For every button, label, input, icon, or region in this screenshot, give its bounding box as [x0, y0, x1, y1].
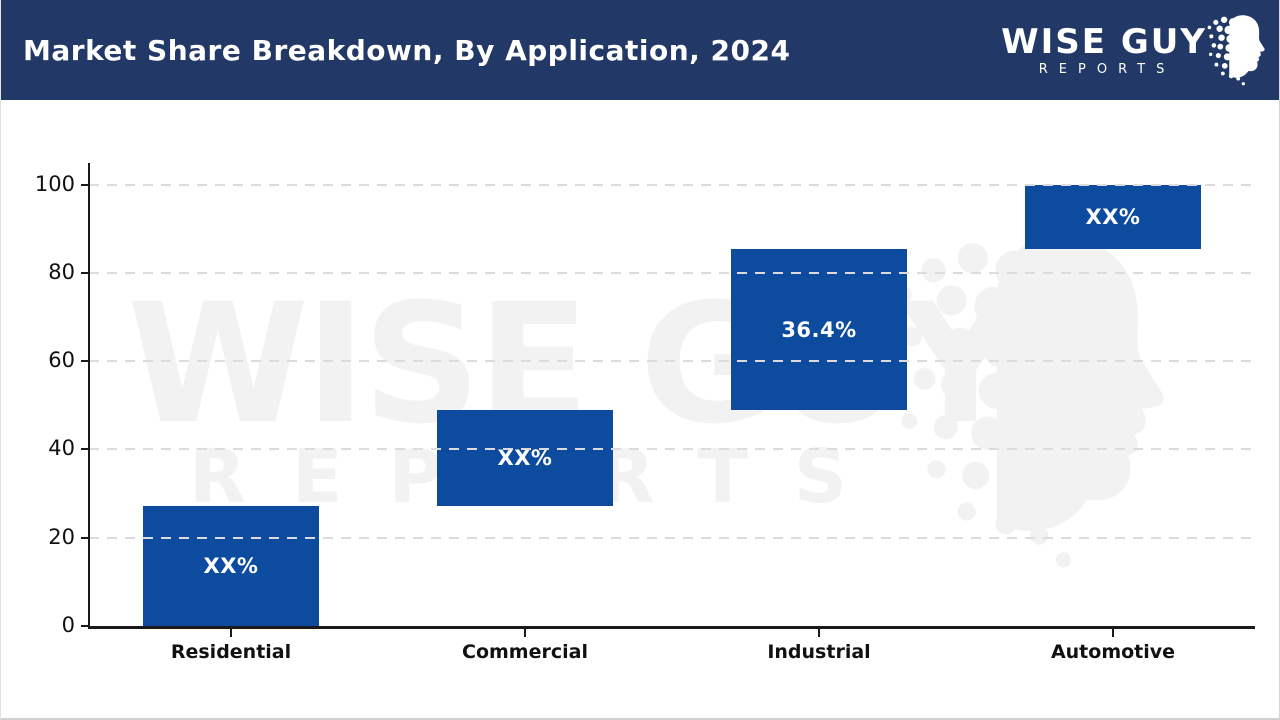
y-tick-label: 100	[34, 171, 75, 196]
logo-dotted-head-icon	[1207, 14, 1265, 85]
x-tick	[524, 629, 526, 637]
y-axis-spine	[88, 163, 90, 629]
watermark-dotted-head-logo	[894, 236, 1164, 568]
y-tick	[81, 271, 89, 274]
x-category-label-commercial: Commercial	[462, 641, 588, 663]
bar-value-label-residential: XX%	[203, 553, 259, 578]
y-tick	[81, 536, 89, 539]
y-tick	[81, 183, 89, 186]
gridline	[89, 271, 1255, 274]
logo-text: WISE GUY REPORTS	[1001, 25, 1207, 76]
x-tick	[230, 629, 232, 637]
y-tick-label: 40	[48, 436, 75, 461]
y-tick-label: 20	[48, 524, 75, 549]
bar-automotive: XX%	[1025, 184, 1201, 250]
gridline	[89, 448, 1255, 451]
y-tick-label: 60	[48, 348, 75, 373]
x-tick	[818, 629, 820, 637]
header: Market Share Breakdown, By Application, …	[1, 0, 1279, 100]
y-tick	[81, 360, 89, 363]
bar-industrial: 36.4%	[731, 249, 907, 411]
bar-value-label-automotive: XX%	[1085, 204, 1141, 229]
bar-residential: XX%	[143, 505, 319, 626]
logo-reports-label: REPORTS	[1038, 61, 1176, 77]
x-category-label-automotive: Automotive	[1050, 641, 1176, 663]
logo-wiseguy-label: WISE GUY	[1001, 21, 1207, 62]
y-tick-label: 0	[61, 613, 75, 637]
x-tick	[1112, 629, 1114, 637]
y-tick	[81, 625, 89, 627]
y-tick	[81, 448, 89, 451]
y-tick-label: 80	[48, 259, 75, 284]
x-category-label-residential: Residential	[170, 641, 292, 663]
gridline	[89, 360, 1255, 363]
x-category-label-industrial: Industrial	[767, 641, 871, 663]
x-axis-spine	[88, 626, 1255, 629]
bar-value-label-industrial: 36.4%	[781, 317, 857, 342]
gridline	[89, 183, 1255, 186]
wise-guy-reports-logo: WISE GUY REPORTS	[1001, 12, 1267, 89]
gridline	[89, 536, 1255, 539]
page-title: Market Share Breakdown, By Application, …	[23, 33, 791, 67]
bar-commercial: XX%	[437, 410, 613, 506]
